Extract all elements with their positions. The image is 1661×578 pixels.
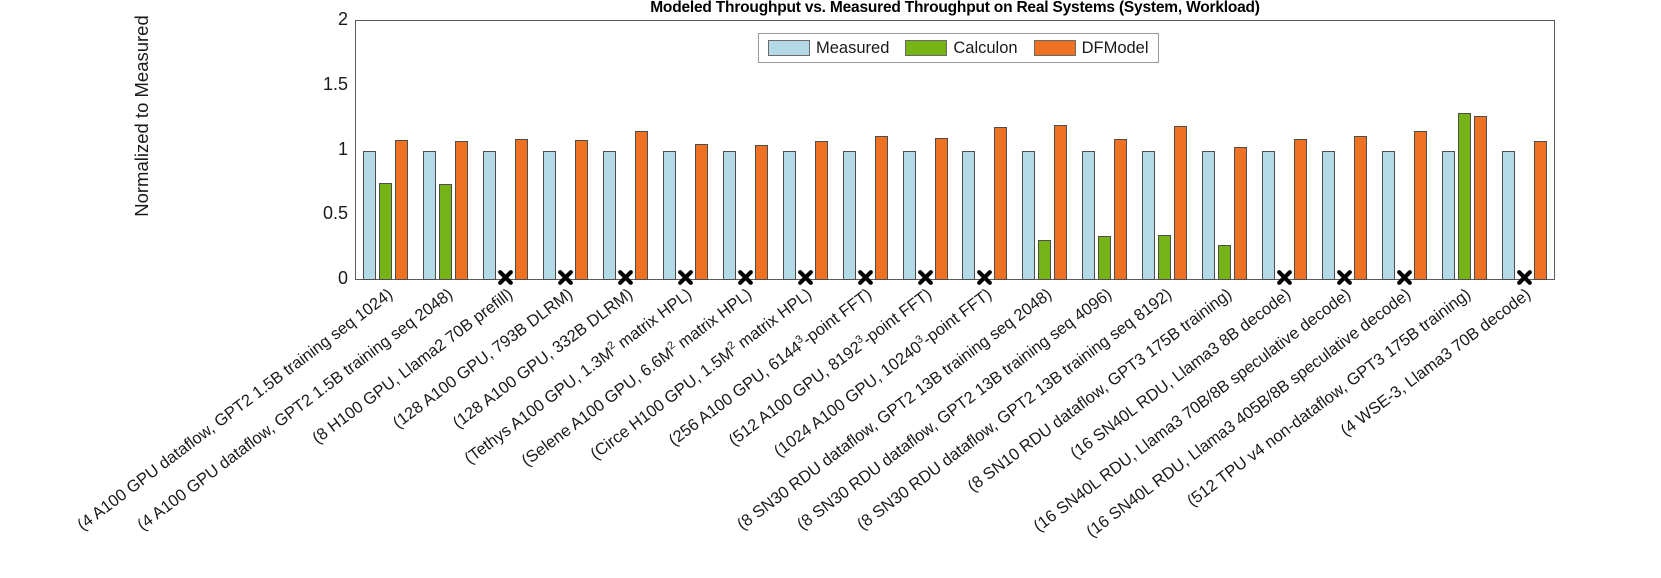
missing-data-x-icon: [737, 269, 754, 286]
bar-group: [1255, 21, 1315, 285]
bar-group: [536, 21, 596, 285]
bar-measured: [1321, 150, 1335, 280]
bar-measured: [1022, 150, 1036, 280]
bar-group: [596, 21, 656, 285]
bar-dfmodel: [455, 141, 469, 280]
bar-dfmodel: [1293, 138, 1307, 280]
bar-dfmodel: [694, 144, 708, 280]
bar-dfmodel: [1353, 136, 1367, 280]
bar-dfmodel: [1174, 125, 1188, 280]
bar-group: [1434, 21, 1494, 280]
bar-calculon: [379, 182, 393, 280]
bar-dfmodel: [874, 136, 888, 280]
bar-measured: [722, 150, 736, 280]
missing-data-x-icon: [677, 269, 694, 286]
y-axis-label: Normalized to Measured: [131, 15, 152, 217]
bar-measured: [962, 150, 976, 280]
bar-measured: [423, 150, 437, 280]
bar-measured: [842, 150, 856, 280]
bar-calculon: [1457, 112, 1471, 280]
y-tick-label: 0: [337, 268, 348, 288]
bar-dfmodel: [515, 138, 529, 280]
y-tick-label: 0.5: [322, 203, 348, 224]
legend-label: Measured: [816, 38, 890, 57]
legend-label: Calculon: [953, 38, 1018, 57]
bar-dfmodel: [1533, 141, 1547, 280]
bar-measured: [1441, 150, 1455, 280]
bar-calculon: [439, 184, 453, 280]
bar-group: [1494, 21, 1554, 285]
bar-group: [895, 21, 955, 285]
bar-measured: [782, 150, 796, 280]
legend-swatch-dfmodel: [1033, 40, 1076, 56]
bar-calculon: [1098, 235, 1112, 280]
bar-calculon: [1038, 239, 1052, 280]
y-tick-label: 1: [337, 138, 348, 159]
bar-measured: [1261, 150, 1275, 280]
y-tick-label: 2: [337, 9, 348, 29]
bar-dfmodel: [994, 127, 1008, 280]
missing-data-x-icon: [797, 269, 814, 286]
bar-group: [1195, 21, 1255, 280]
bar-measured: [603, 150, 617, 280]
chart-title: Modeled Throughput vs. Measured Throughp…: [650, 0, 1260, 16]
bar-group: [715, 21, 775, 285]
bar-group: [656, 21, 716, 285]
missing-data-x-icon: [1276, 269, 1293, 286]
missing-data-x-icon: [497, 269, 514, 286]
bar-dfmodel: [1234, 146, 1248, 280]
missing-data-x-icon: [557, 269, 574, 286]
bar-group: [955, 21, 1015, 285]
bar-measured: [1501, 150, 1515, 280]
bar-measured: [483, 150, 497, 280]
bar-group: [1075, 21, 1135, 280]
bar-dfmodel: [814, 141, 828, 280]
bar-dfmodel: [635, 131, 649, 280]
bar-group: [416, 21, 476, 280]
legend-entry-measured[interactable]: Measured: [768, 39, 889, 58]
bar-group: [1314, 21, 1374, 285]
bar-measured: [1381, 150, 1395, 280]
y-tick-label: 1.5: [322, 73, 348, 94]
bar-group: [1015, 21, 1075, 280]
missing-data-x-icon: [917, 269, 934, 286]
bar-dfmodel: [395, 140, 409, 280]
legend-entry-calculon[interactable]: Calculon: [905, 38, 1018, 58]
bar-dfmodel: [1473, 115, 1487, 280]
bar-dfmodel: [754, 145, 768, 280]
missing-data-x-icon: [1336, 269, 1353, 286]
missing-data-x-icon: [857, 269, 874, 286]
bar-group: [1135, 21, 1195, 280]
bar-measured: [1082, 150, 1096, 280]
bar-measured: [363, 150, 377, 280]
bar-calculon: [1158, 234, 1172, 280]
legend-swatch-calculon: [905, 40, 948, 56]
legend-entry-dfmodel[interactable]: DFModel: [1033, 38, 1149, 58]
legend-swatch-measured: [768, 40, 810, 56]
bar-dfmodel: [1413, 131, 1427, 280]
bar-measured: [543, 150, 557, 280]
bar-calculon: [1218, 245, 1232, 280]
missing-data-x-icon: [976, 269, 993, 286]
bar-measured: [1202, 150, 1216, 280]
bar-measured: [662, 150, 676, 280]
bar-dfmodel: [1054, 124, 1068, 280]
bar-dfmodel: [575, 140, 589, 280]
bar-measured: [1142, 150, 1156, 280]
chart-legend[interactable]: Measured Calculon DFModel: [758, 33, 1159, 63]
y-axis-ticks: 0 0.5 1 1.5 2: [286, 0, 348, 578]
bar-group: [1374, 21, 1434, 285]
bar-dfmodel: [1114, 138, 1128, 280]
bar-dfmodel: [934, 137, 948, 280]
bars-layer: [356, 21, 1554, 285]
missing-data-x-icon: [1396, 269, 1413, 286]
bar-group: [356, 21, 416, 280]
missing-data-x-icon: [1516, 269, 1533, 286]
missing-data-x-icon: [617, 269, 634, 286]
bar-measured: [902, 150, 916, 280]
bar-group: [476, 21, 536, 285]
legend-label: DFModel: [1081, 38, 1149, 57]
